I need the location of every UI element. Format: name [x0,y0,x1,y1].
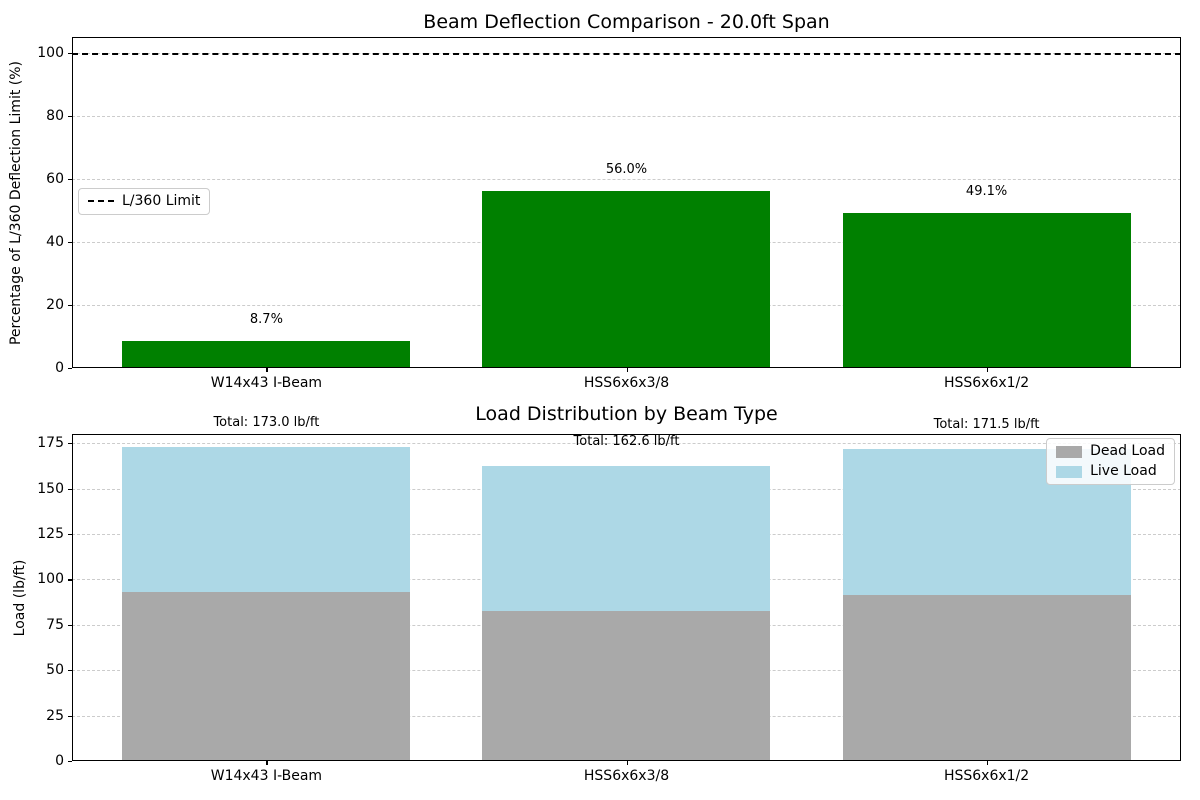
dashed-line-swatch [88,200,114,202]
x-tick-mark [986,368,988,372]
x-tick-label: W14x43 I-Beam [210,375,323,391]
legend-item: Dead Load [1056,443,1165,460]
live-load-bar [122,446,411,593]
y-tick-label: 40 [46,233,64,250]
legend: L/360 Limit [78,187,211,215]
y-tick-mark [68,178,72,181]
y-tick-mark [68,52,72,55]
load-y-axis-title: Load (lb/ft) [12,559,28,636]
legend-label: Dead Load [1090,443,1165,459]
gridline [72,624,1181,626]
total-label: Total: 173.0 lb/ft [213,414,320,430]
y-tick-mark [68,761,72,763]
gridline [72,52,1181,54]
deflection-bar [122,340,411,368]
total-label: Total: 162.6 lb/ft [573,433,680,449]
load-plot-area [72,434,1181,761]
value-label: 49.1% [965,184,1008,200]
gridline [72,443,1181,445]
y-tick-mark [68,488,72,490]
y-tick-mark [68,241,72,244]
limit-line [72,52,1181,55]
legend: Dead Load Live Load [1046,438,1175,485]
deflection-plot-area [72,37,1181,368]
y-tick-mark [68,304,72,307]
y-tick-mark [68,624,72,627]
x-tick-label: HSS6x6x1/2 [943,375,1030,391]
gridline [72,579,1181,581]
dead-load-bar [842,594,1131,761]
y-tick-label: 50 [46,662,64,679]
y-tick-label: 175 [37,435,64,452]
gridline [72,115,1181,117]
x-tick-mark [626,368,628,372]
y-tick-label: 0 [55,753,64,769]
y-tick-mark [68,115,72,118]
x-tick-mark [266,368,268,372]
deflection-y-axis-title: Percentage of L/360 Deflection Limit (%) [8,60,24,345]
x-tick-mark [626,761,628,765]
y-tick-label: 100 [37,44,64,61]
deflection-chart-title: Beam Deflection Comparison - 20.0ft Span [423,11,830,33]
gridline [72,178,1181,180]
y-tick-label: 75 [46,616,64,633]
y-tick-label: 125 [37,525,64,542]
y-tick-mark [68,579,72,581]
load-plot-frame [72,434,1181,761]
y-tick-mark [68,670,72,672]
deflection-bar [842,213,1131,368]
live-load-bar [842,449,1131,595]
deflection-plot-frame [72,37,1181,368]
x-tick-label: HSS6x6x1/2 [943,768,1030,784]
y-tick-label: 100 [37,571,64,588]
y-tick-label: 25 [46,707,64,724]
gridline [72,304,1181,306]
y-tick-mark [68,368,72,370]
gridline [72,670,1181,672]
legend-label: Live Load [1090,463,1157,479]
gridline [72,488,1181,490]
y-tick-mark [68,715,72,717]
dead-load-bar [122,592,411,761]
deflection-bar [482,191,771,368]
legend-item: Live Load [1056,463,1165,480]
y-tick-label: 20 [46,296,64,313]
legend-label: L/360 Limit [122,192,201,209]
gridline [72,241,1181,243]
y-tick-label: 150 [37,480,64,497]
x-tick-label: HSS6x6x3/8 [583,375,670,391]
gridline [72,715,1181,717]
x-tick-mark [266,761,268,765]
y-tick-label: 80 [46,107,64,124]
live-load-bar [482,465,771,611]
gridline [72,533,1181,535]
value-label: 8.7% [249,311,283,327]
y-tick-label: 0 [55,360,64,376]
dead-load-bar [482,610,771,761]
x-tick-label: HSS6x6x3/8 [583,768,670,784]
live-load-swatch [1056,465,1083,478]
legend-item: L/360 Limit [88,193,200,210]
dead-load-swatch [1056,445,1083,458]
total-label: Total: 171.5 lb/ft [933,417,1040,433]
x-tick-label: W14x43 I-Beam [210,768,323,784]
y-tick-mark [68,443,72,445]
y-tick-label: 60 [46,170,64,187]
load-chart-title: Load Distribution by Beam Type [475,403,778,425]
value-label: 56.0% [605,162,648,178]
x-tick-mark [986,761,988,765]
y-tick-mark [68,533,72,536]
